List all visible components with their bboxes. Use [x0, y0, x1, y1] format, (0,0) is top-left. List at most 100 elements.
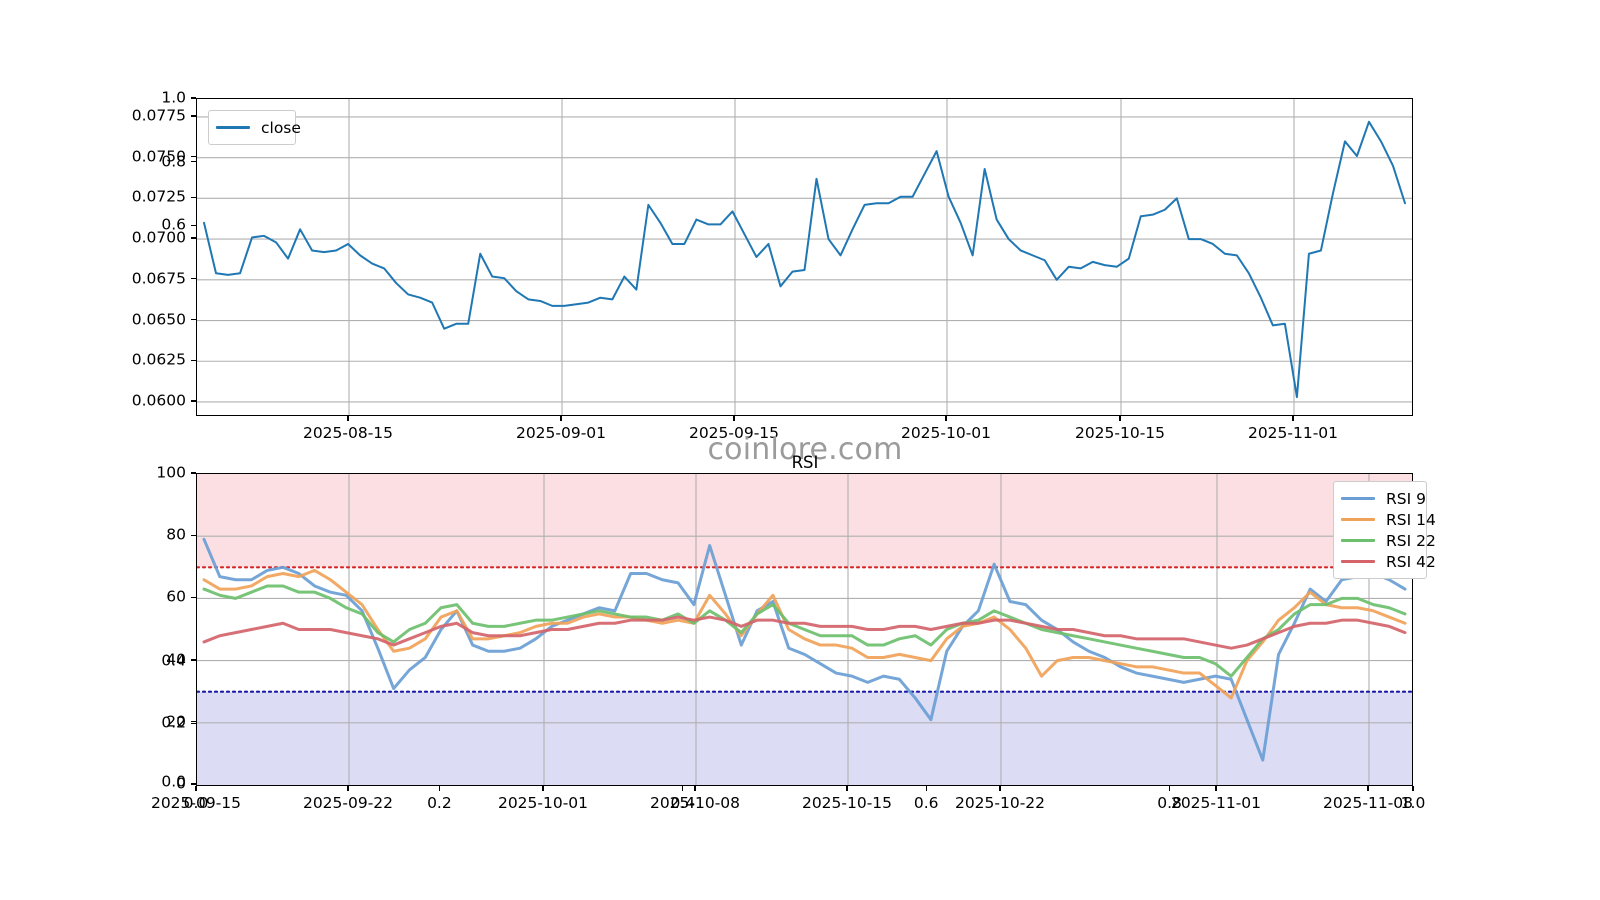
legend-label-rsi-42: RSI 42: [1386, 552, 1436, 571]
rsi-overlay-y-tick-label: 0.2: [161, 713, 186, 732]
rsi-overlay-x-tick-label: 1.0: [1400, 794, 1426, 812]
price-y-tick-mark: [191, 155, 196, 158]
rsi-x-tick-label: 2025-09-22: [302, 794, 394, 812]
price-y-tick-mark: [191, 237, 196, 239]
rsi-x-tick-mark: [999, 786, 1001, 791]
rsi14-line-swatch: [1341, 517, 1375, 522]
rsi-x-tick-mark: [1215, 786, 1217, 791]
legend-label-rsi-22: RSI 22: [1386, 531, 1436, 550]
rsi-x-tick-mark: [846, 786, 848, 791]
rsi-overlay-y-tick-mark: [191, 722, 196, 725]
rsi22-line-swatch: [1341, 538, 1375, 543]
price-x-tick-mark: [1119, 416, 1121, 421]
rsi-x-tick-mark: [1367, 786, 1369, 791]
rsi-overlay-x-tick-label: 0.8: [1157, 794, 1182, 812]
rsi-x-tick-label: 2025-11-01: [1170, 794, 1262, 812]
rsi-overlay-x-tick-mark: [1412, 786, 1414, 791]
price-y-tick-mark: [191, 115, 196, 117]
price-y-tick-label: 0.0700: [131, 228, 186, 247]
legend-item-rsi-9[interactable]: RSI 9: [1341, 488, 1426, 509]
rsi-overlay-x-tick-mark: [925, 786, 927, 791]
rsi-overlay-x-tick-label: 0.0: [183, 794, 209, 812]
price-x-tick-label: 2025-10-15: [1074, 424, 1166, 442]
rsi-x-tick-mark: [542, 786, 544, 791]
rsi-y-tick-mark: [191, 783, 196, 785]
rsi-overlay-x-tick-label: 0.4: [670, 794, 696, 812]
rsi-overlay-x-tick-mark: [1168, 786, 1171, 791]
rsi-x-tick-mark: [694, 786, 696, 791]
price-overlay-y-tick-label: 0.8: [161, 151, 186, 170]
rsi-panel: [196, 473, 1413, 786]
legend-item-rsi-14[interactable]: RSI 14: [1341, 509, 1436, 530]
price-x-tick-label: 2025-08-15: [302, 424, 394, 442]
legend-label-rsi-14: RSI 14: [1386, 510, 1436, 529]
rsi42-line-swatch: [1341, 559, 1375, 564]
price-y-tick-mark: [191, 278, 196, 280]
legend-item-rsi-22[interactable]: RSI 22: [1341, 530, 1436, 551]
legend-label-rsi-9: RSI 9: [1386, 489, 1426, 508]
price-axes-frame: [196, 98, 1413, 416]
price-y-tick-label: 0.0750: [131, 146, 186, 165]
legend-item-rsi-42[interactable]: RSI 42: [1341, 551, 1436, 572]
watermark-coinlore: coinlore.com: [707, 432, 903, 467]
rsi-y-tick-label: 100: [156, 463, 186, 482]
rsi9-line-swatch: [1341, 496, 1375, 501]
price-panel: [196, 98, 1413, 416]
rsi-overlay-y-tick-mark: [191, 660, 196, 662]
rsi-y-tick-label: 40: [166, 649, 186, 668]
rsi-overlay-x-tick-label: 0.2: [427, 794, 452, 812]
price-overlay-y-tick-mark: [191, 224, 196, 226]
rsi-overlay-y-tick-label-zero: 0.0: [161, 772, 186, 791]
rsi-y-tick-mark: [191, 472, 196, 474]
price-y-tick-mark: [191, 318, 196, 321]
rsi-plot-svg: [197, 474, 1412, 785]
rsi-x-tick-label: 2025-10-01: [497, 794, 589, 812]
rsi-y-tick-label: 60: [166, 587, 186, 606]
rsi-x-tick-mark: [347, 786, 349, 791]
price-x-tick-label: 2025-10-01: [900, 424, 992, 442]
price-x-tick-mark: [1292, 416, 1294, 421]
legend-label-close: close: [261, 118, 301, 137]
rsi-overlay-x-tick-mark: [195, 786, 197, 791]
price-legend[interactable]: close: [208, 110, 301, 145]
price-overlay-y-tick-mark: [191, 160, 196, 163]
rsi-x-tick-label: 2025-10-22: [954, 794, 1046, 812]
rsi-axes-frame: [196, 473, 1413, 786]
price-y-tick-mark: [191, 359, 196, 361]
price-x-tick-mark: [347, 416, 349, 421]
rsi-y-tick-mark: [191, 721, 196, 723]
rsi-overlay-y-tick-label: 0.4: [161, 651, 186, 670]
rsi-x-tick-label: 2025-10-15: [801, 794, 893, 812]
rsi-overlay-x-tick-mark: [438, 786, 441, 791]
price-y-tick-label: 0.0675: [131, 269, 186, 288]
rsi-overlay-x-tick-mark: [682, 786, 684, 791]
rsi-x-tick-label: 2025-09-15: [150, 794, 242, 812]
close-line-swatch: [216, 125, 250, 130]
rsi-x-tick-label: 2025-10-08: [649, 794, 741, 812]
rsi-overlay-x-tick-label: 0.6: [913, 794, 939, 812]
price-y-tick-label: 0.0725: [131, 187, 186, 206]
price-x-tick-mark: [945, 416, 947, 421]
rsi-panel-title: RSI: [791, 453, 819, 472]
price-x-tick-label: 2025-11-01: [1247, 424, 1339, 442]
price-y-tick-label: 0.0775: [131, 106, 186, 125]
price-x-tick-mark: [560, 416, 562, 421]
price-y-tick-label: 0.0625: [131, 350, 186, 369]
rsi-y-tick-mark: [191, 658, 196, 661]
rsi-x-tick-label: 2025-11-08: [1322, 794, 1414, 812]
price-plot-svg: [197, 99, 1412, 415]
rsi-y-tick-label: 20: [166, 712, 186, 731]
price-y-tick-label: 0.0650: [131, 309, 186, 328]
rsi-legend[interactable]: RSI 9 RSI 14 RSI 22 RSI 42: [1333, 481, 1436, 579]
price-overlay-y-tick-label: 1.0: [161, 88, 186, 107]
rsi-y-tick-label: 80: [166, 525, 186, 544]
legend-item-close[interactable]: close: [216, 117, 301, 138]
rsi-y-tick-mark: [191, 596, 196, 599]
price-x-tick-label: 2025-09-15: [688, 424, 780, 442]
price-y-tick-mark: [191, 400, 196, 402]
price-x-tick-mark: [733, 416, 735, 421]
price-x-tick-label: 2025-09-01: [515, 424, 607, 442]
price-y-tick-label: 0.0600: [131, 391, 186, 410]
price-overlay-y-tick-mark: [191, 97, 196, 99]
